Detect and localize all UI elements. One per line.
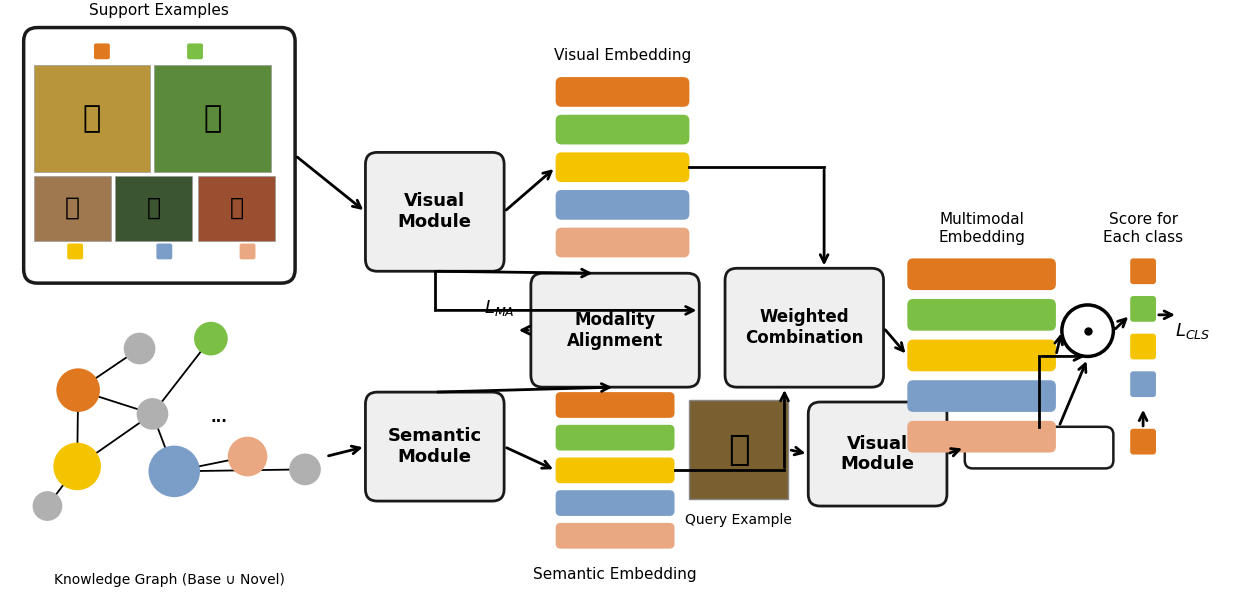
FancyBboxPatch shape: [1130, 296, 1156, 322]
Bar: [115, 176, 192, 240]
Circle shape: [123, 333, 156, 365]
Circle shape: [1062, 305, 1114, 357]
FancyBboxPatch shape: [556, 392, 674, 418]
FancyBboxPatch shape: [1130, 371, 1156, 397]
Text: 🦢: 🦢: [204, 104, 222, 133]
Circle shape: [289, 453, 321, 485]
FancyBboxPatch shape: [907, 380, 1055, 412]
Text: Semantic Embedding: Semantic Embedding: [533, 567, 697, 583]
FancyBboxPatch shape: [187, 43, 203, 59]
Text: Multimodal
Embedding: Multimodal Embedding: [938, 212, 1025, 245]
FancyBboxPatch shape: [67, 243, 83, 259]
FancyBboxPatch shape: [907, 258, 1055, 290]
FancyBboxPatch shape: [1130, 429, 1156, 455]
FancyBboxPatch shape: [556, 458, 674, 484]
Text: 🐦: 🐦: [229, 196, 244, 220]
FancyBboxPatch shape: [725, 269, 883, 387]
Text: 🐕: 🐕: [65, 196, 80, 220]
FancyBboxPatch shape: [365, 152, 505, 271]
Text: Modality
Alignment: Modality Alignment: [567, 311, 663, 350]
Circle shape: [228, 437, 268, 476]
FancyBboxPatch shape: [556, 115, 689, 144]
Text: ...: ...: [211, 410, 227, 426]
Bar: [155, 65, 272, 172]
FancyBboxPatch shape: [556, 228, 689, 257]
Bar: [34, 176, 111, 240]
FancyBboxPatch shape: [1130, 258, 1156, 284]
Text: 🦜: 🦜: [146, 196, 161, 220]
Text: 🦁: 🦁: [83, 104, 101, 133]
FancyBboxPatch shape: [157, 243, 172, 259]
FancyBboxPatch shape: [365, 392, 505, 501]
Circle shape: [148, 445, 201, 497]
FancyBboxPatch shape: [556, 523, 674, 549]
Text: Visual Embedding: Visual Embedding: [554, 48, 692, 63]
FancyBboxPatch shape: [556, 490, 674, 516]
FancyBboxPatch shape: [964, 427, 1114, 468]
FancyBboxPatch shape: [239, 243, 255, 259]
FancyBboxPatch shape: [907, 299, 1055, 331]
Circle shape: [137, 398, 168, 430]
Bar: [689, 400, 789, 499]
Bar: [34, 65, 151, 172]
Text: Score for
Each class: Score for Each class: [1103, 212, 1184, 245]
FancyBboxPatch shape: [907, 421, 1055, 453]
FancyBboxPatch shape: [907, 339, 1055, 371]
Text: Visual
Module: Visual Module: [841, 435, 915, 474]
Text: Support Examples: Support Examples: [90, 2, 229, 18]
Text: Query Example: Query Example: [685, 513, 792, 527]
FancyBboxPatch shape: [1130, 334, 1156, 359]
Text: 🦁: 🦁: [728, 432, 750, 466]
Text: $L_{CLS}$: $L_{CLS}$: [1175, 321, 1210, 341]
FancyBboxPatch shape: [556, 190, 689, 220]
FancyBboxPatch shape: [809, 402, 947, 506]
FancyBboxPatch shape: [24, 28, 295, 283]
Bar: [198, 176, 275, 240]
Text: Weighted
Combination: Weighted Combination: [745, 309, 863, 347]
FancyBboxPatch shape: [556, 425, 674, 450]
FancyBboxPatch shape: [556, 77, 689, 107]
FancyBboxPatch shape: [93, 43, 110, 59]
FancyBboxPatch shape: [556, 152, 689, 182]
Text: $L_{MA}$: $L_{MA}$: [483, 298, 515, 318]
Circle shape: [194, 322, 228, 355]
Text: Knowledge Graph (Base ∪ Novel): Knowledge Graph (Base ∪ Novel): [54, 573, 285, 587]
Text: Semantic
Module: Semantic Module: [388, 428, 482, 466]
Circle shape: [32, 491, 62, 521]
Text: Visual
Module: Visual Module: [397, 192, 472, 231]
Circle shape: [54, 443, 101, 490]
Circle shape: [56, 368, 100, 412]
FancyBboxPatch shape: [531, 274, 699, 387]
